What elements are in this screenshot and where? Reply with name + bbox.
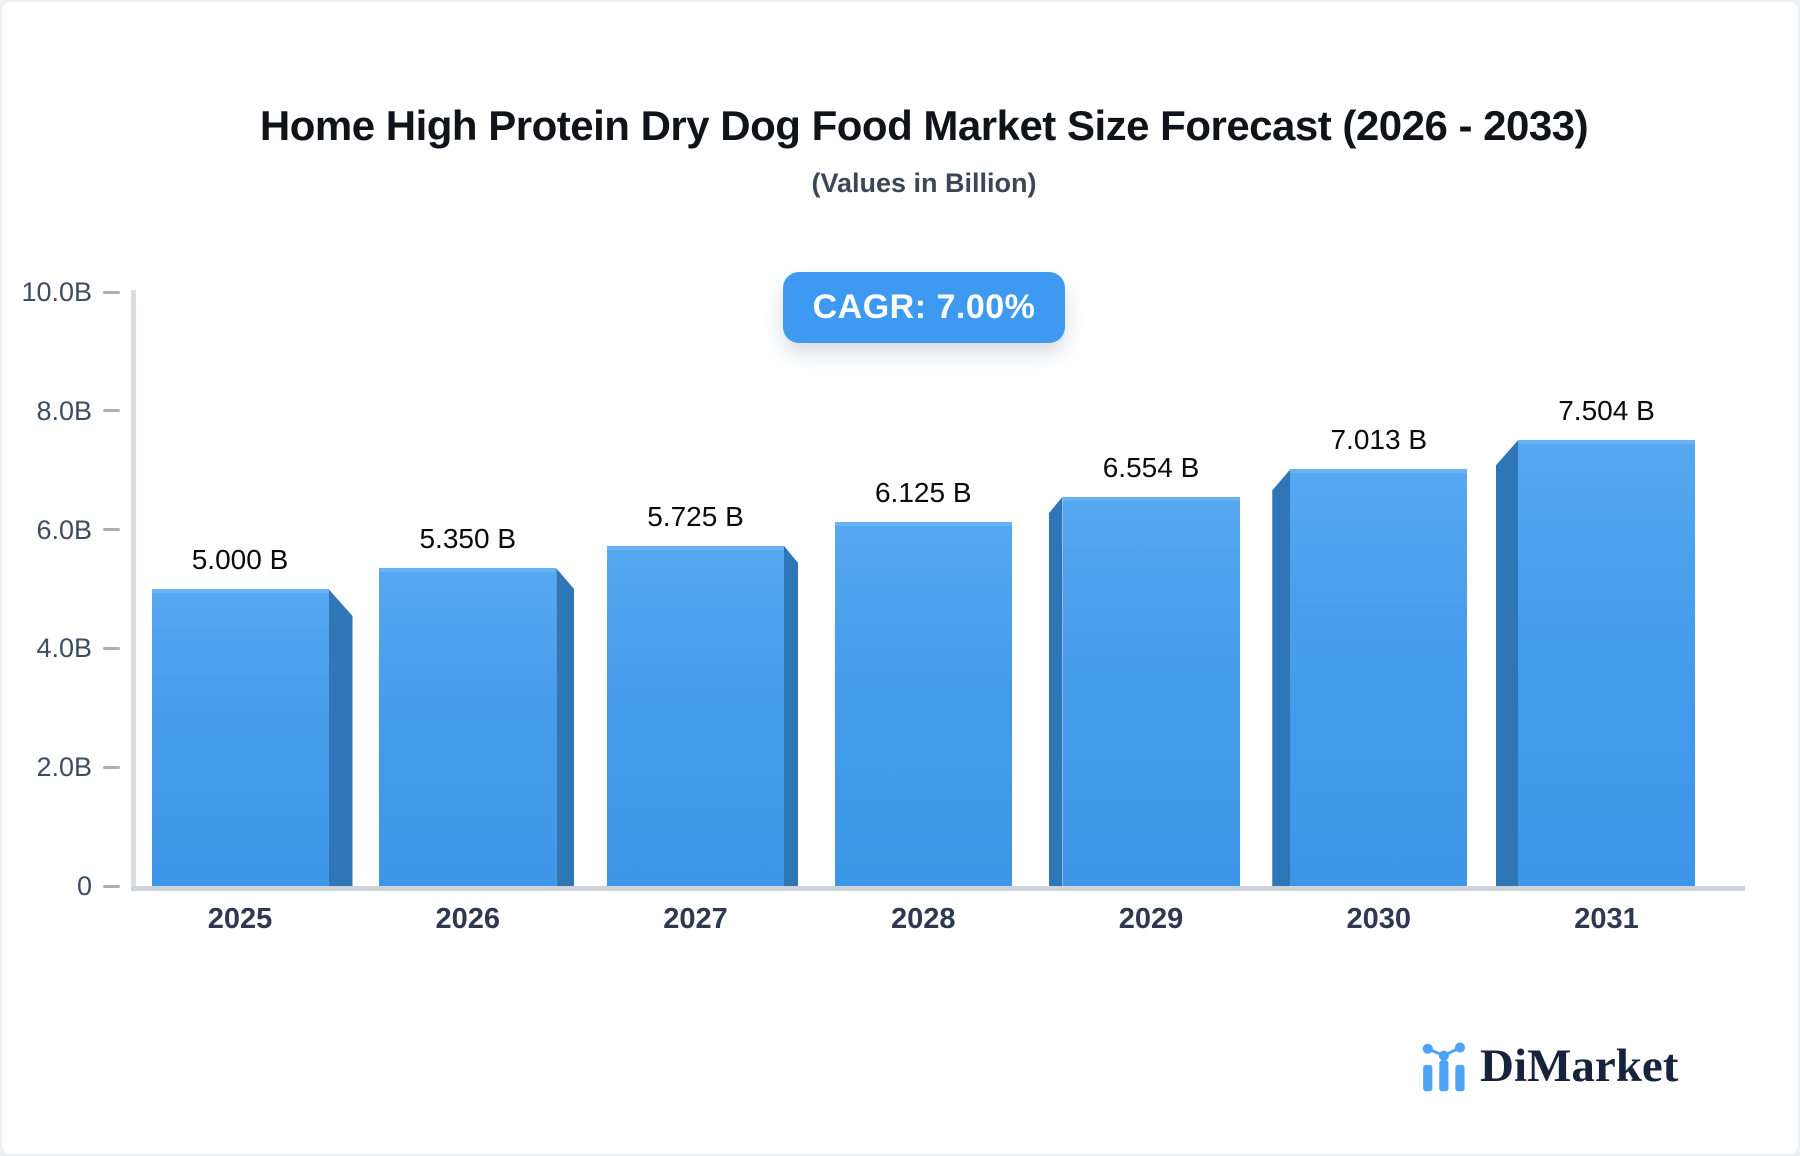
y-tick-label: 4.0B bbox=[36, 633, 92, 664]
x-category-label: 2030 bbox=[1346, 903, 1411, 935]
bar-value-label: 5.000 B bbox=[191, 544, 289, 575]
bar-side-face bbox=[328, 589, 353, 886]
x-category-label: 2027 bbox=[663, 903, 728, 935]
y-tick-mark bbox=[103, 765, 120, 769]
bar-front-face bbox=[1518, 440, 1695, 886]
x-category-label: 2026 bbox=[435, 903, 500, 935]
bar-value-label: 5.725 B bbox=[647, 500, 744, 532]
y-tick-mark bbox=[103, 646, 120, 650]
bar-2027 bbox=[607, 545, 798, 886]
x-category-label: 2031 bbox=[1574, 903, 1639, 935]
y-tick-label: 10.0B bbox=[21, 277, 92, 307]
x-axis-line bbox=[131, 886, 1745, 891]
bar-2031 bbox=[1496, 440, 1695, 886]
cagr-badge: CAGR: 7.00% bbox=[782, 272, 1066, 343]
bar-side-face bbox=[1496, 440, 1518, 886]
brand-name: DiMarket bbox=[1480, 1040, 1679, 1092]
bar-front-face bbox=[379, 568, 557, 886]
y-tick-label: 8.0B bbox=[36, 395, 92, 426]
bar-side-face bbox=[1272, 469, 1291, 886]
bar-value-label: 6.125 B bbox=[874, 477, 972, 509]
bar-2028 bbox=[834, 522, 1012, 886]
bar-2026 bbox=[379, 568, 575, 886]
bar-2029 bbox=[1048, 496, 1240, 886]
chart-header: Home High Protein Dry Dog Food Market Si… bbox=[24, 2, 1798, 343]
brand-logo: DiMarket bbox=[1422, 1040, 1678, 1092]
y-tick-label: 6.0B bbox=[36, 514, 92, 545]
y-tick-mark bbox=[103, 528, 120, 532]
y-tick-label: 2.0B bbox=[36, 752, 92, 783]
bar-value-label: 7.504 B bbox=[1558, 395, 1655, 427]
bar-side-face bbox=[1048, 496, 1063, 886]
bar-front-face bbox=[607, 545, 784, 886]
bar-2025 bbox=[151, 589, 353, 886]
bar-value-label: 5.350 B bbox=[419, 523, 517, 555]
bar-front-face bbox=[1062, 496, 1240, 886]
x-category-label: 2025 bbox=[207, 903, 273, 935]
bar-value-label: 7.013 B bbox=[1330, 424, 1428, 456]
bar-side-face bbox=[556, 568, 575, 886]
bar-front-face bbox=[151, 589, 329, 886]
chart-subtitle: (Values in Billion) bbox=[811, 168, 1037, 198]
bar-front-face bbox=[1290, 469, 1468, 886]
y-tick-mark bbox=[103, 290, 120, 294]
x-category-label: 2028 bbox=[890, 903, 956, 935]
x-category-label: 2029 bbox=[1118, 903, 1184, 935]
bar-side-face bbox=[784, 545, 798, 886]
mini-bar-chart-icon bbox=[1422, 1042, 1466, 1092]
y-tick-mark bbox=[103, 884, 120, 888]
chart-title: Home High Protein Dry Dog Food Market Si… bbox=[259, 102, 1589, 149]
y-axis-line bbox=[131, 290, 136, 888]
bar-value-label: 6.554 B bbox=[1102, 451, 1200, 483]
bar-front-face bbox=[834, 522, 1012, 886]
bar-2030 bbox=[1272, 469, 1468, 886]
y-tick-mark bbox=[103, 409, 120, 413]
y-tick-label: 0 bbox=[76, 871, 92, 901]
